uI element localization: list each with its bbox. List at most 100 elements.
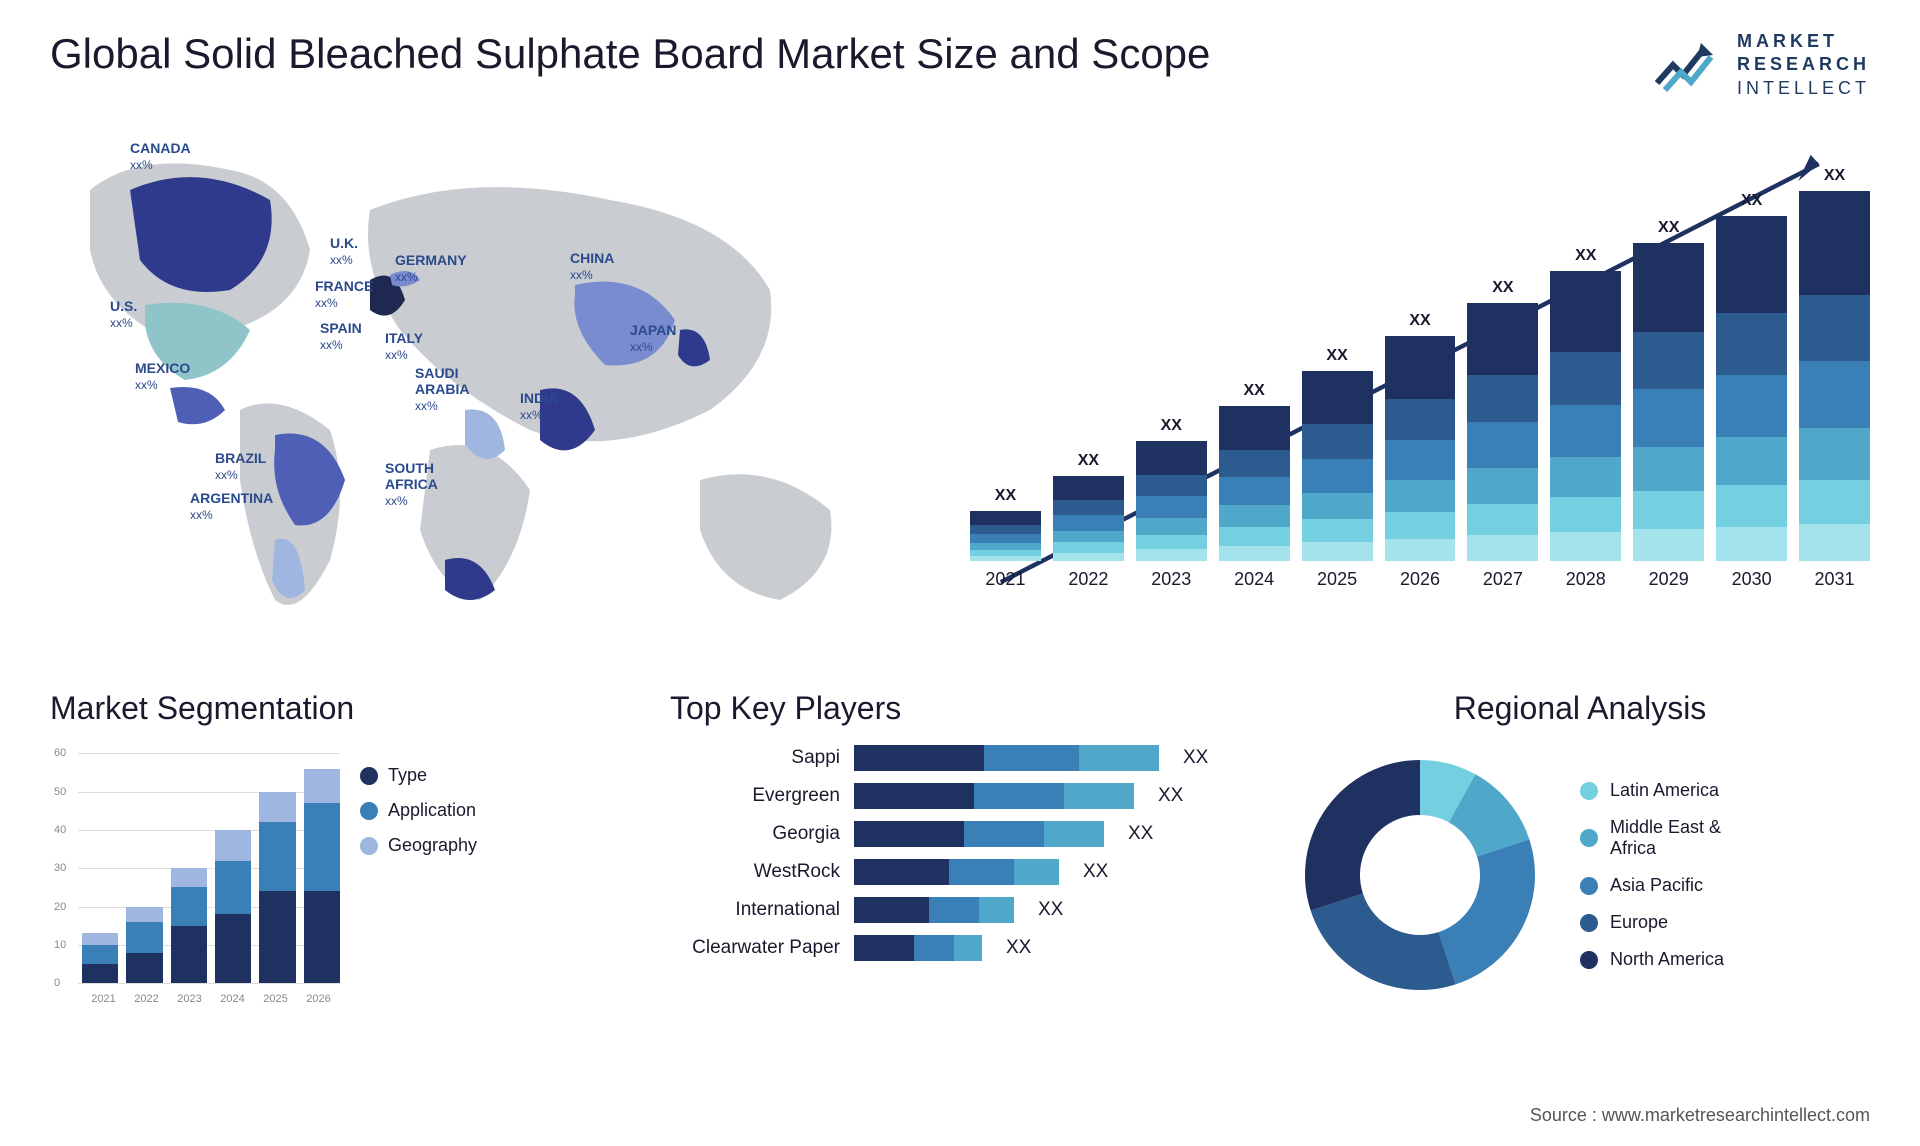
seg-bar-segment: [215, 861, 251, 915]
player-value: XX: [1038, 899, 1063, 921]
x-tick-label: 2026: [297, 993, 340, 1005]
world-map: CANADAxx%U.S.xx%MEXICOxx%BRAZILxx%ARGENT…: [50, 130, 930, 650]
bar-segment: [1550, 405, 1621, 457]
bar-segment: [1633, 491, 1704, 529]
legend-label: Middle East &Africa: [1610, 817, 1721, 859]
bar-stack: [1302, 371, 1373, 561]
player-bar-segment: [949, 859, 1014, 885]
player-bar-segment: [1044, 821, 1104, 847]
bar-segment: [1053, 553, 1124, 562]
seg-bars-container: [82, 753, 340, 983]
player-value: XX: [1083, 861, 1108, 883]
segmentation-title: Market Segmentation: [50, 690, 630, 727]
bar-segment: [1467, 504, 1538, 535]
key-players-panel: Top Key Players SappiXXEvergreenXXGeorgi…: [670, 690, 1250, 1005]
bar-value-label: XX: [1244, 382, 1265, 400]
seg-bar-segment: [126, 953, 162, 984]
bar-segment: [1219, 527, 1290, 546]
bar-segment: [1716, 313, 1787, 375]
bar-stack: [1633, 243, 1704, 561]
player-bar-segment: [979, 897, 1014, 923]
player-bar-segment: [854, 935, 914, 961]
y-tick-label: 20: [54, 901, 66, 913]
main-bar: XX2031: [1799, 167, 1870, 590]
x-tick-label: 2022: [125, 993, 168, 1005]
bar-segment: [1136, 475, 1207, 497]
bar-segment: [1467, 535, 1538, 561]
key-player-row: InternationalXX: [670, 897, 1250, 923]
bar-stack: [1136, 441, 1207, 561]
x-axis-label: 2026: [1400, 569, 1440, 590]
seg-bar-segment: [126, 907, 162, 922]
player-bar-segment: [1014, 859, 1059, 885]
x-tick-label: 2023: [168, 993, 211, 1005]
legend-dot: [1580, 914, 1598, 932]
bar-stack: [1716, 216, 1787, 561]
bar-segment: [1385, 336, 1456, 399]
bar-segment: [1550, 352, 1621, 404]
donut-section: Latin America Middle East &Africa Asia Pac…: [1290, 745, 1870, 1005]
main-bar: XX 2024: [1219, 382, 1290, 590]
legend-dot: [360, 767, 378, 785]
map-label: MEXICOxx%: [135, 360, 190, 393]
legend-label: North America: [1610, 949, 1724, 970]
legend-item: Latin America: [1580, 780, 1724, 801]
legend-label: Latin America: [1610, 780, 1719, 801]
player-bar: [854, 935, 982, 961]
map-label: INDIAxx%: [520, 390, 558, 423]
map-label: CHINAxx%: [570, 250, 614, 283]
bar-segment: [1053, 476, 1124, 500]
player-bar-segment: [954, 935, 982, 961]
bar-stack: [1053, 476, 1124, 561]
bar-segment: [1799, 295, 1870, 362]
bar-value-label: XX: [1658, 219, 1679, 237]
bar-segment: [1633, 332, 1704, 389]
key-players-rows: SappiXXEvergreenXXGeorgiaXXWestRockXXInt…: [670, 745, 1250, 961]
main-bar: XX2022: [1053, 452, 1124, 590]
logo-icon: [1655, 35, 1725, 95]
bar-segment: [1799, 480, 1870, 524]
bar-segment: [1219, 450, 1290, 478]
seg-bar: [82, 933, 118, 983]
bar-value-label: XX: [1326, 347, 1347, 365]
bar-segment: [1136, 518, 1207, 535]
seg-bar-segment: [304, 803, 340, 891]
seg-bar-segment: [82, 945, 118, 964]
seg-bar-segment: [215, 914, 251, 983]
donut-slice: [1311, 894, 1456, 990]
bar-segment: [1219, 477, 1290, 505]
key-players-title: Top Key Players: [670, 690, 1250, 727]
seg-bar-segment: [171, 868, 207, 887]
segmentation-plot: 0102030405060202120222023202420252026: [50, 745, 340, 1005]
bar-segment: [1053, 515, 1124, 530]
player-name: WestRock: [670, 861, 840, 883]
player-name: Evergreen: [670, 785, 840, 807]
bar-segment: [1302, 371, 1373, 424]
gridline: [78, 983, 340, 984]
player-bar-segment: [974, 783, 1064, 809]
regional-panel: Regional Analysis Latin AmericaMiddle Ea…: [1290, 690, 1870, 1005]
x-axis-label: 2030: [1732, 569, 1772, 590]
seg-bar: [259, 792, 295, 984]
bottom-row: Market Segmentation 01020304050602021202…: [50, 690, 1870, 1005]
bar-stack: [1467, 303, 1538, 561]
bar-segment: [1633, 389, 1704, 446]
x-axis-label: 2024: [1234, 569, 1274, 590]
x-axis-label: 2028: [1566, 569, 1606, 590]
bar-segment: [970, 534, 1041, 543]
player-bar: [854, 897, 1014, 923]
bar-stack: [1550, 271, 1621, 561]
x-axis-label: 2022: [1068, 569, 1108, 590]
segmentation-panel: Market Segmentation 01020304050602021202…: [50, 690, 630, 1005]
seg-bar: [171, 868, 207, 983]
legend-dot: [1580, 877, 1598, 895]
bar-segment: [1302, 459, 1373, 493]
map-label: U.K.xx%: [330, 235, 358, 268]
legend-dot: [360, 837, 378, 855]
seg-bar: [304, 769, 340, 984]
bar-segment: [1550, 532, 1621, 561]
legend-label: Asia Pacific: [1610, 875, 1703, 896]
bar-segment: [1716, 216, 1787, 313]
bar-segment: [1799, 191, 1870, 295]
legend-item: Asia Pacific: [1580, 875, 1724, 896]
